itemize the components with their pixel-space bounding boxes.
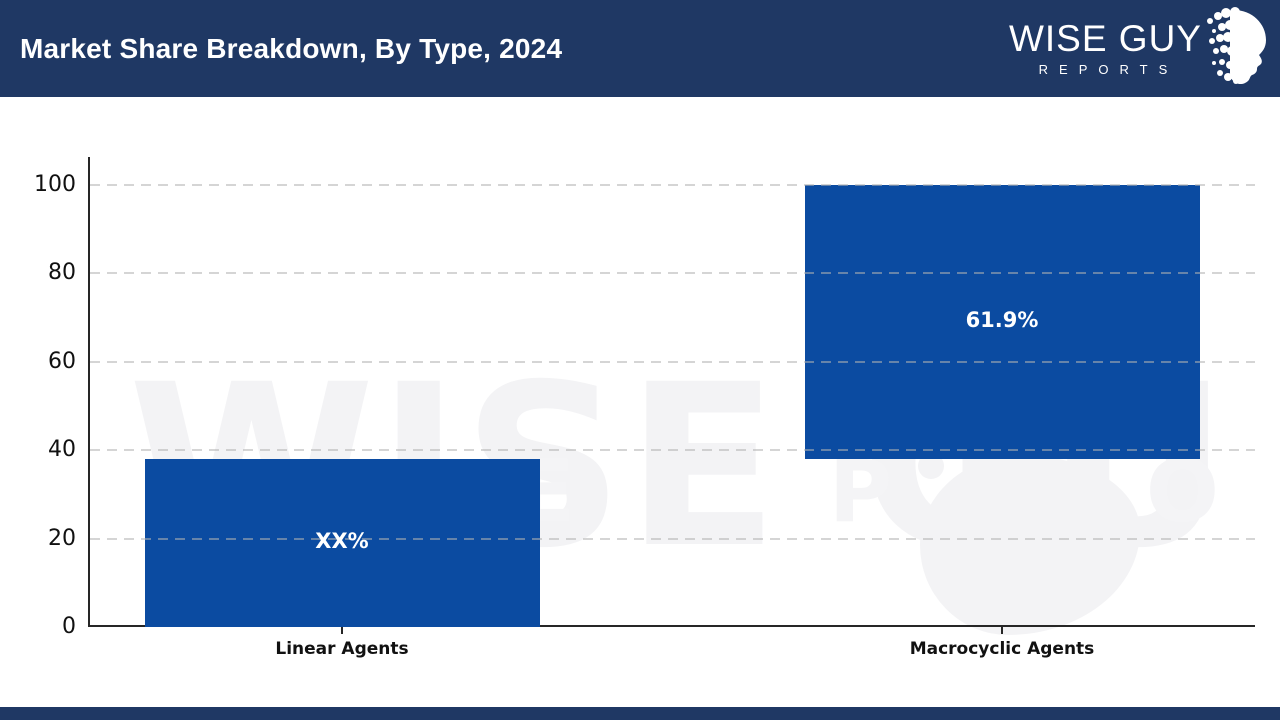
plot-area: 0 20 40 60 80 100 XX% Linear Agents 61.9% Macrocy…	[34, 157, 1255, 659]
x-axis-category-label: Linear Agents	[275, 639, 409, 659]
brand-logo-text: WISE GUY REPORTS	[1009, 20, 1202, 77]
chart-canvas: WISE GU R E P O R T S 020406080100XX%Lin…	[0, 97, 1280, 707]
y-axis-tick-60: 60	[48, 348, 76, 374]
dotted-face-icon	[1207, 6, 1266, 84]
x-axis-tickmark	[341, 627, 343, 634]
brand-name: WISE GUY	[1008, 18, 1202, 59]
gridline-y-40	[90, 449, 1255, 452]
bar-value-label: 61.9%	[965, 307, 1039, 332]
y-axis-tick-40: 40	[48, 437, 76, 463]
x-axis-category-label: Macrocyclic Agents	[909, 639, 1095, 659]
bar-linear-agents	[144, 458, 540, 627]
watermark-dot	[964, 535, 994, 565]
gridline-y-100	[90, 184, 1255, 186]
header-bar: Market Share Breakdown, By Type, 2024 WI…	[0, 0, 1280, 97]
x-axis-tickmark	[1001, 627, 1003, 634]
y-axis-tick-80: 80	[48, 260, 76, 286]
brand-subtitle: REPORTS	[1038, 62, 1179, 77]
gridline-y-20	[90, 537, 1255, 540]
bar-macrocyclic-agents	[804, 185, 1200, 459]
brand-logo: WISE GUY REPORTS	[1009, 6, 1270, 91]
y-axis-tick-20: 20	[48, 525, 76, 551]
y-axis-tick-100: 100	[34, 172, 76, 197]
bar-value-label: XX%	[315, 528, 369, 553]
page-title: Market Share Breakdown, By Type, 2024	[20, 32, 563, 64]
footer-bar	[0, 707, 1280, 720]
y-axis-tick-0: 0	[62, 614, 76, 639]
gridline-y-60	[90, 360, 1255, 363]
gridline-y-80	[90, 272, 1255, 275]
